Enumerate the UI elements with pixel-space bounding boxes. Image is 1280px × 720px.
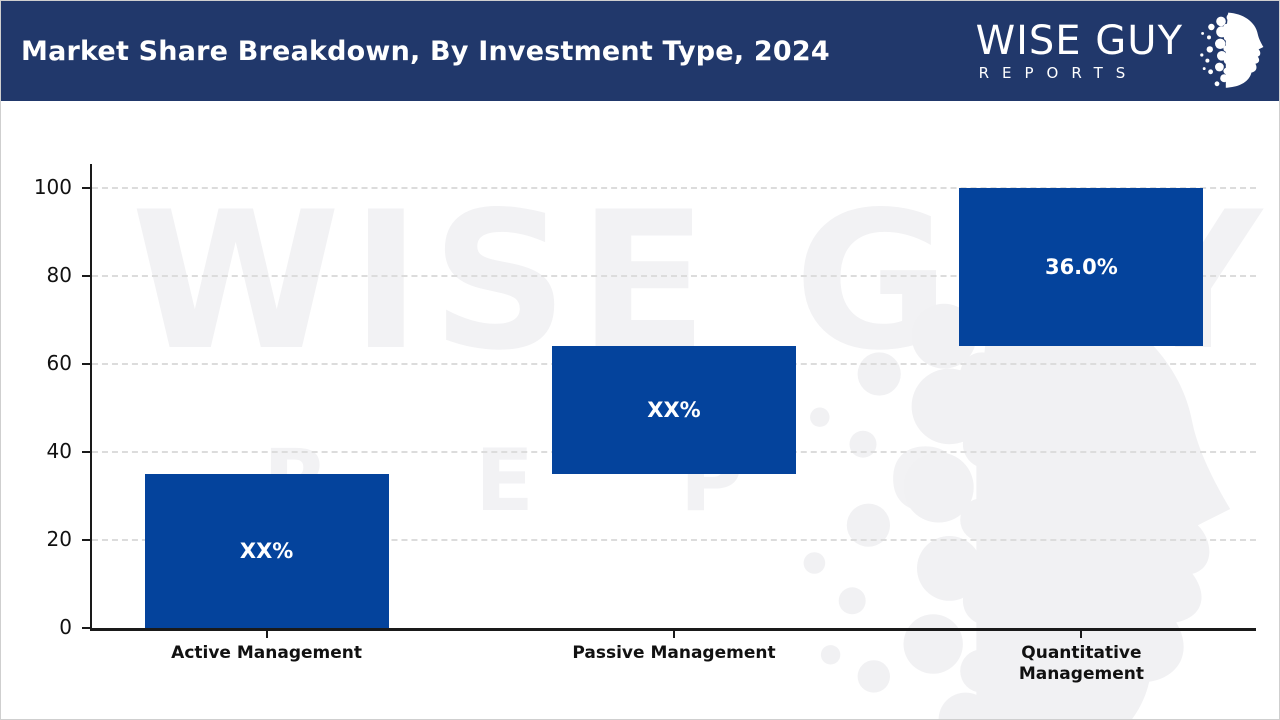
header: Market Share Breakdown, By Investment Ty… xyxy=(1,1,1279,101)
y-tick xyxy=(82,627,91,629)
y-tick xyxy=(82,187,91,189)
x-tick xyxy=(673,631,675,638)
wiseguy-logo: WISE GUY REPORTS xyxy=(976,11,1265,91)
bar-value-label: 36.0% xyxy=(1044,255,1118,280)
gridline xyxy=(92,539,1256,541)
bar-value-label: XX% xyxy=(647,398,701,423)
y-tick xyxy=(82,539,91,541)
logo-text: WISE GUY REPORTS xyxy=(976,21,1183,82)
bar-1: XX% xyxy=(144,474,389,628)
y-tick xyxy=(82,363,91,365)
y-tick-label: 100 xyxy=(33,175,72,199)
bar-3: 36.0% xyxy=(959,188,1204,347)
logo-subtitle: REPORTS xyxy=(978,63,1139,82)
x-tick-label: Quantitative Management xyxy=(1018,643,1144,685)
plot-area: 0 20 40 60 80 100 XX% Active Management XX% Passi… xyxy=(34,164,1256,684)
chart-area: WISE GUY R E P O R T S 020406080100XX%Ac… xyxy=(1,101,1279,719)
bar-value-label: XX% xyxy=(239,539,294,563)
y-tick-label: 60 xyxy=(46,351,72,375)
y-tick xyxy=(82,275,91,277)
x-tick xyxy=(1080,631,1083,638)
y-tick-label: 20 xyxy=(46,527,72,551)
y-tick-label: 0 xyxy=(59,615,72,639)
y-tick-label: 40 xyxy=(46,439,72,463)
y-tick-label: 80 xyxy=(46,263,72,287)
page-title: Market Share Breakdown, By Investment Ty… xyxy=(21,35,830,67)
gridline xyxy=(92,187,1256,189)
y-tick xyxy=(82,451,91,453)
x-tick-label: Active Management xyxy=(171,643,363,663)
x-tick-label: Passive Management xyxy=(572,643,776,663)
bar-2: XX% xyxy=(552,346,796,474)
logo-face-icon xyxy=(1185,11,1265,91)
gridline xyxy=(92,275,1256,277)
logo-wordmark: WISE GUY xyxy=(975,17,1183,64)
x-tick xyxy=(265,631,268,638)
